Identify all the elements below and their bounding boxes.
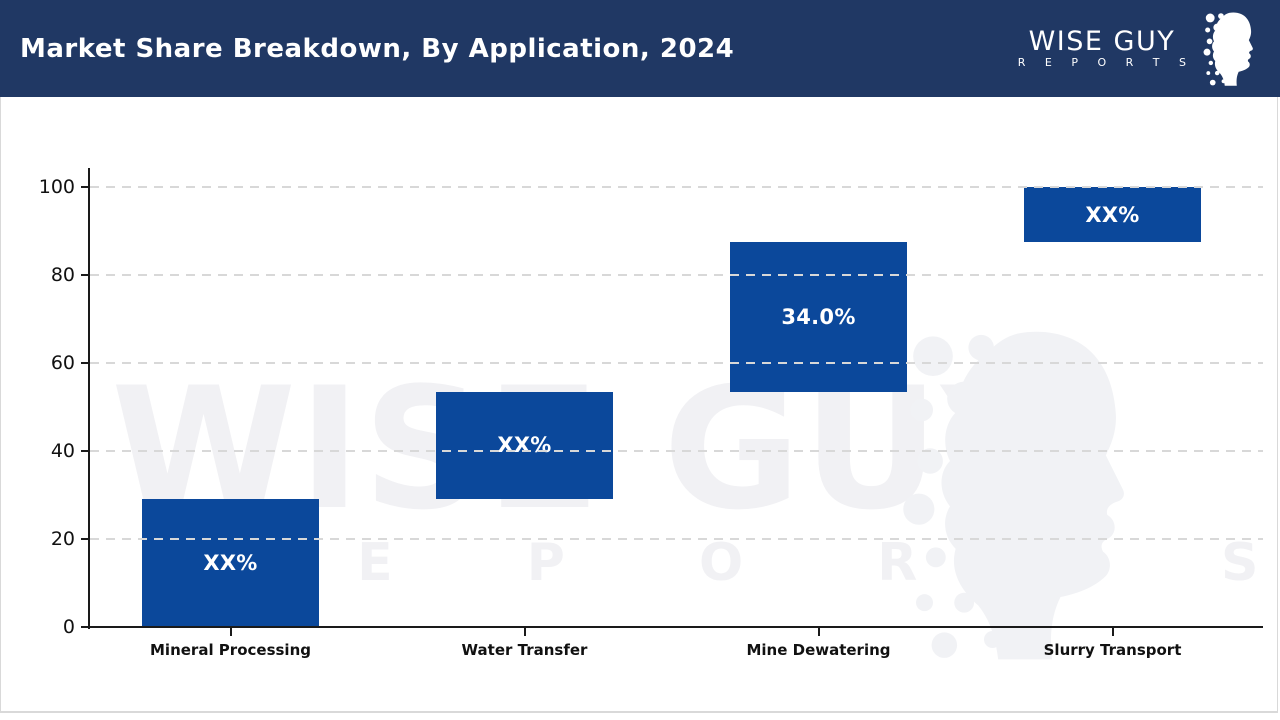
bar-mine-dewatering: 34.0% <box>730 242 907 392</box>
y-axis-label-40: 40 <box>50 440 75 462</box>
x-axis <box>86 626 1263 628</box>
y-axis-label-100: 100 <box>38 176 75 198</box>
x-axis-label-mineral-processing: Mineral Processing <box>150 641 311 659</box>
y-tick-mark <box>81 626 89 628</box>
watermark-head-icon <box>903 331 1124 660</box>
gridline-80 <box>90 274 1263 276</box>
header-bar: Market Share Breakdown, By Application, … <box>0 0 1280 97</box>
wiseguy-head-icon <box>1203 12 1253 86</box>
bar-mineral-processing: XX% <box>142 499 319 627</box>
y-axis-label-60: 60 <box>50 352 75 374</box>
bar-slurry-transport: XX% <box>1024 187 1201 242</box>
y-tick-mark <box>81 186 89 188</box>
brand-name: WISE GUY <box>1028 25 1176 57</box>
bar-value-label: 34.0% <box>781 304 856 329</box>
y-tick-mark <box>81 274 89 276</box>
y-tick-mark <box>81 450 89 452</box>
page-title: Market Share Breakdown, By Application, … <box>20 33 735 64</box>
y-tick-mark <box>81 362 89 364</box>
brand-logo: WISE GUY R E P O R T S <box>1010 11 1280 87</box>
gridline-40 <box>90 450 1263 452</box>
gridline-20 <box>90 538 1263 540</box>
y-axis-label-20: 20 <box>50 528 75 550</box>
brand-wordmark: WISE GUY R E P O R T S <box>1010 25 1194 70</box>
gridline-60 <box>90 362 1263 364</box>
x-axis-label-slurry-transport: Slurry Transport <box>1043 641 1182 659</box>
x-tick-mark <box>817 628 820 636</box>
gridline-100 <box>90 186 1263 188</box>
bar-value-label: XX% <box>203 551 258 576</box>
brand-subtitle: R E P O R T S <box>1017 56 1194 70</box>
y-tick-mark <box>81 538 89 540</box>
chart-panel: WISE GUY R E P O R T S XX% Mineral Proces… <box>0 97 1278 713</box>
y-axis <box>88 168 90 629</box>
y-axis-label-0: 0 <box>62 616 75 638</box>
x-tick-mark <box>523 628 526 636</box>
y-axis-label-80: 80 <box>50 264 75 286</box>
bar-water-transfer: XX% <box>436 391 613 500</box>
x-tick-mark <box>229 628 232 636</box>
x-axis-label-water-transfer: Water Transfer <box>461 641 588 659</box>
bar-value-label: XX% <box>497 433 552 458</box>
x-tick-mark <box>1111 628 1114 636</box>
x-axis-label-mine-dewatering: Mine Dewatering <box>746 641 891 659</box>
bar-value-label: XX% <box>1085 202 1140 227</box>
